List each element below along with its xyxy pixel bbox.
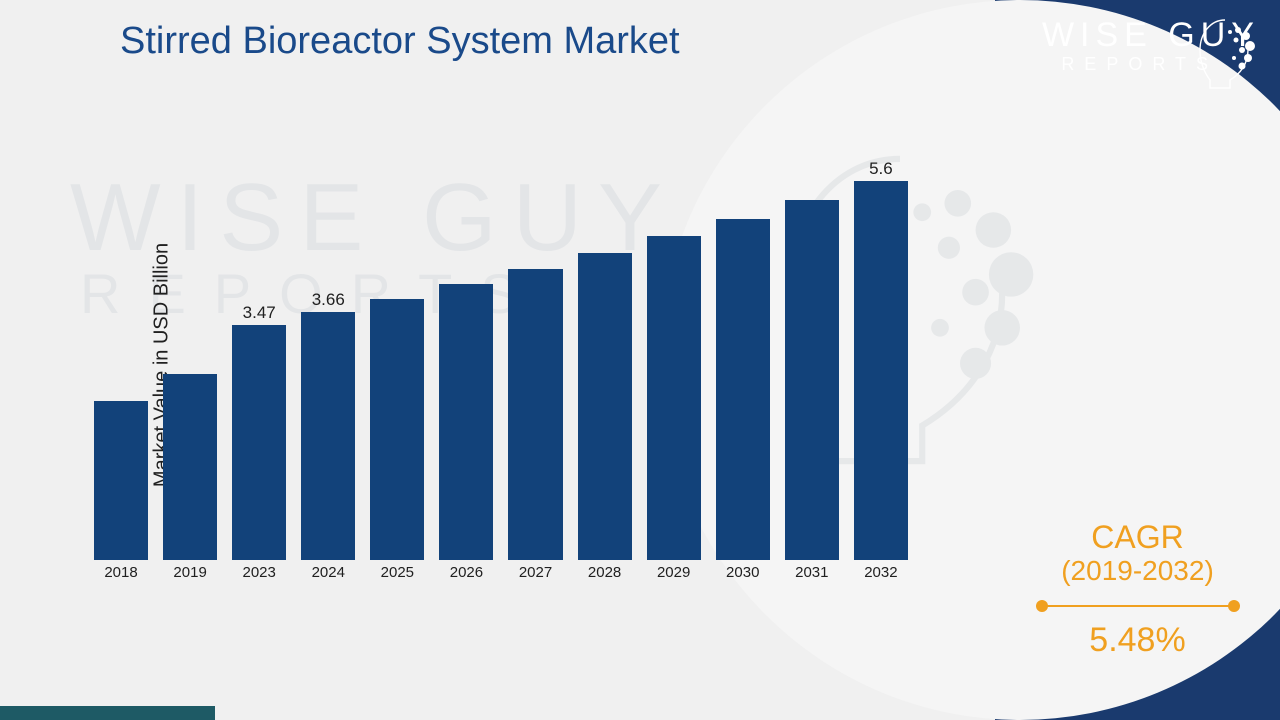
- x-tick-label: 2032: [854, 564, 908, 581]
- cagr-period: (2019-2032): [1025, 555, 1250, 587]
- bar-value-label: 3.66: [312, 290, 345, 310]
- x-tick-label: 2026: [439, 564, 493, 581]
- bar-wrap: [785, 200, 839, 560]
- bar-value-label: 5.6: [869, 159, 893, 179]
- bar: [163, 374, 217, 560]
- bar: [716, 219, 770, 560]
- bottom-accent-bar: [0, 706, 215, 720]
- bar: [439, 284, 493, 560]
- x-tick-label: 2019: [163, 564, 217, 581]
- bar-wrap: [716, 219, 770, 560]
- x-tick-label: 2027: [508, 564, 562, 581]
- brand-logo: WISE GUY REPORTS: [1010, 18, 1260, 77]
- x-tick-label: 2031: [785, 564, 839, 581]
- chart-plot: 3.473.665.6 2018201920232024202520262027…: [88, 140, 914, 560]
- x-tick-label: 2028: [578, 564, 632, 581]
- bar: [301, 312, 355, 560]
- x-tick-label: 2029: [647, 564, 701, 581]
- bar-wrap: [578, 253, 632, 560]
- bar-wrap: 3.47: [232, 325, 286, 560]
- bar-wrap: 5.6: [854, 181, 908, 560]
- bar-value-label: 3.47: [243, 303, 276, 323]
- cagr-value: 5.48%: [1025, 621, 1250, 660]
- cagr-divider: [1038, 605, 1238, 607]
- x-tick-label: 2025: [370, 564, 424, 581]
- bar: [578, 253, 632, 560]
- bar-wrap: [508, 269, 562, 560]
- cagr-label: CAGR: [1025, 520, 1250, 555]
- bar-group: 3.47 3.66 5.6: [88, 140, 914, 560]
- bar-wrap: [439, 284, 493, 560]
- x-tick-label: 2024: [301, 564, 355, 581]
- logo-head-icon: [1190, 18, 1260, 90]
- bar: [94, 401, 148, 560]
- x-tick-label: 2030: [716, 564, 770, 581]
- bar: [508, 269, 562, 560]
- bar-wrap: 3.66: [301, 312, 355, 560]
- chart-area: Market Value in USD Billion 3.473.665.6 …: [54, 140, 914, 590]
- bar-wrap: [370, 299, 424, 560]
- bar: [370, 299, 424, 560]
- bar-wrap: [647, 236, 701, 560]
- bar-wrap: [94, 401, 148, 560]
- cagr-block: CAGR (2019-2032) 5.48%: [1025, 520, 1250, 660]
- bar: [785, 200, 839, 560]
- infographic-page: WISE GUY REPORTS CAGR (2019-2032) 5.48% …: [0, 0, 1280, 720]
- bar: [854, 181, 908, 560]
- bar-wrap: [163, 374, 217, 560]
- x-axis-labels: 2018 2019 2023 2024 2025 2026 2027 2028 2029 2030…: [88, 564, 914, 581]
- chart-title: Stirred Bioreactor System Market: [120, 20, 680, 63]
- bar: [647, 236, 701, 560]
- x-tick-label: 2023: [232, 564, 286, 581]
- bar: [232, 325, 286, 560]
- x-tick-label: 2018: [94, 564, 148, 581]
